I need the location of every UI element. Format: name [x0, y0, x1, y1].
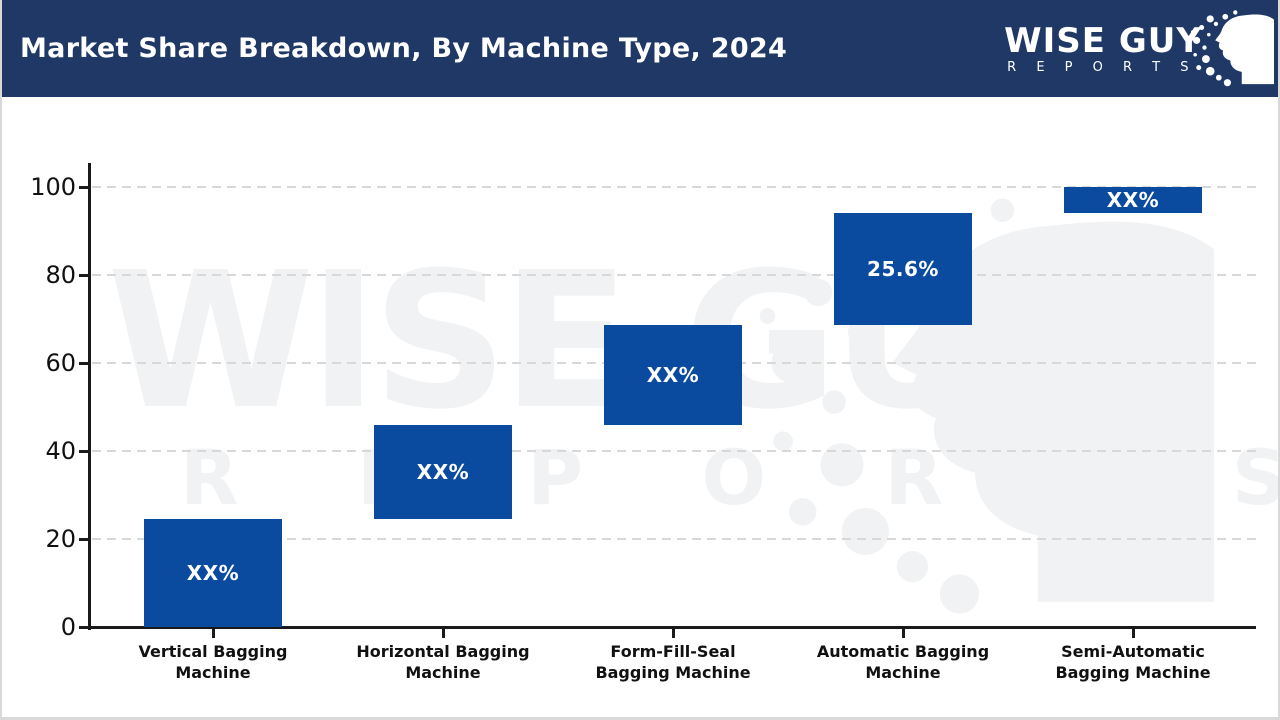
category-label: Form-Fill-Seal Bagging Machine	[595, 642, 751, 682]
y-tick-mark	[79, 274, 88, 277]
x-tick-mark	[1132, 629, 1135, 638]
gridline	[92, 450, 1256, 452]
x-tick-mark	[442, 629, 445, 638]
gridline	[92, 186, 1256, 188]
x-tick-mark	[902, 629, 905, 638]
y-tick-mark	[79, 626, 88, 629]
x-tick-mark	[672, 629, 675, 638]
wise-guy-logo: WISE GUY R E P O R T S	[1004, 6, 1274, 92]
y-tick-mark	[79, 186, 88, 189]
y-tick-label: 100	[30, 173, 76, 201]
y-tick-mark	[79, 450, 88, 453]
bar-value-label: XX%	[646, 362, 700, 387]
header: Market Share Breakdown, By Machine Type,…	[2, 0, 1278, 97]
y-tick-mark	[79, 538, 88, 541]
bar-value-label: XX%	[186, 561, 240, 586]
logo-wordmark: WISE GUY	[1004, 21, 1202, 61]
page-title: Market Share Breakdown, By Machine Type,…	[20, 33, 788, 64]
bar: XX%	[144, 519, 282, 627]
y-axis-line	[88, 163, 91, 630]
bar: 25.6%	[834, 212, 972, 326]
bar-value-label: XX%	[1106, 187, 1160, 212]
gridline	[92, 274, 1256, 276]
bar: XX%	[374, 424, 512, 520]
y-tick-mark	[79, 362, 88, 365]
bar: XX%	[604, 325, 742, 425]
category-label: Horizontal Bagging Machine	[356, 642, 530, 682]
logo-text: WISE GUY R E P O R T S	[1004, 24, 1202, 74]
y-tick-label: 80	[45, 261, 76, 289]
bar-value-label: XX%	[416, 459, 470, 484]
bar-value-label: 25.6%	[867, 256, 939, 281]
x-tick-mark	[212, 629, 215, 638]
logo-subtext: R E P O R T S	[1007, 60, 1197, 75]
bar: XX%	[1064, 187, 1202, 213]
y-tick-label: 60	[45, 349, 76, 377]
category-label: Vertical Bagging Machine	[138, 642, 288, 682]
gridline	[92, 538, 1256, 540]
category-label: Automatic Bagging Machine	[816, 642, 990, 682]
category-label: Semi-Automatic Bagging Machine	[1055, 642, 1211, 682]
y-tick-label: 40	[45, 437, 76, 465]
y-tick-label: 20	[45, 525, 76, 553]
y-tick-label: 0	[60, 613, 76, 641]
x-axis-line	[88, 626, 1256, 629]
